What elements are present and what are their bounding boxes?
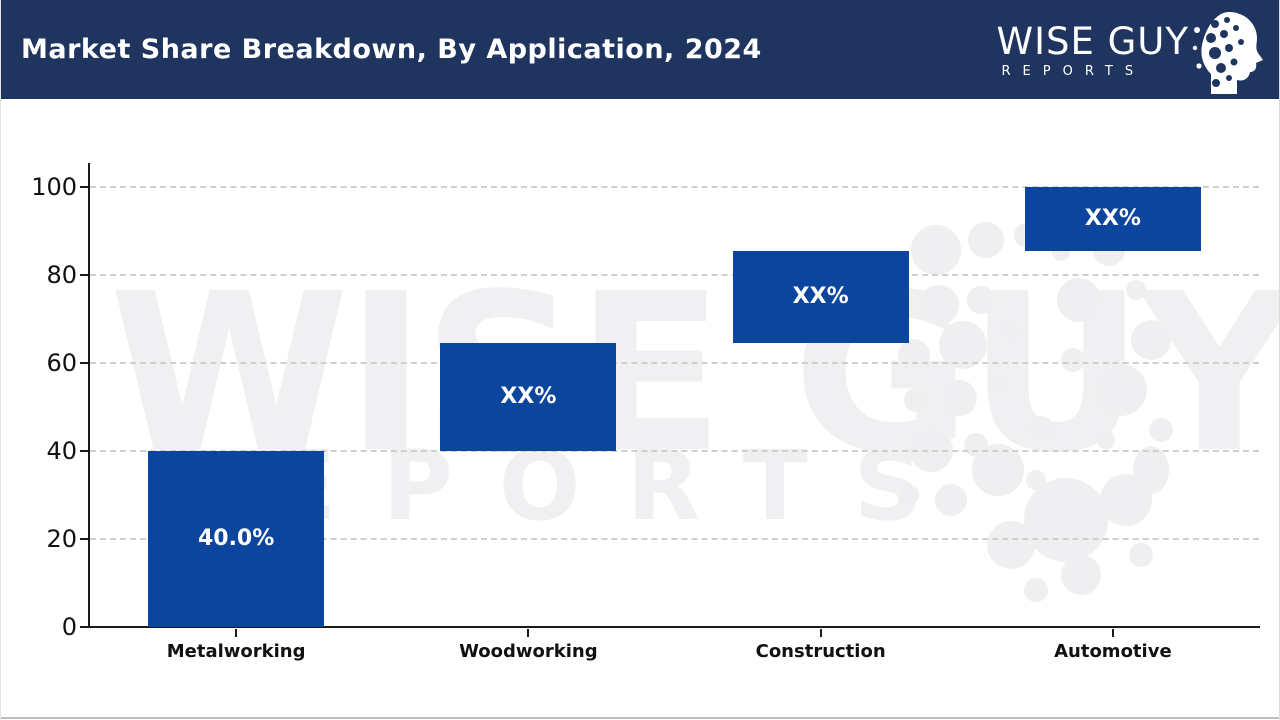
brand-logo-wiseguy: WISE GUY	[996, 20, 1189, 63]
y-tick-mark-60	[80, 362, 89, 364]
x-axis-label-construction: Construction	[755, 641, 886, 662]
brand-logo-reports: REPORTS	[1001, 64, 1146, 79]
bar-woodworking	[440, 343, 617, 451]
y-axis-tick-label-0: 0	[61, 613, 77, 641]
brand-logo: WISE GUY REPORTS	[997, 8, 1265, 94]
bar-value-label-construction: XX%	[792, 284, 849, 309]
bar-construction	[732, 250, 909, 344]
header-bar: Market Share Breakdown, By Application, …	[1, 0, 1279, 99]
x-axis-line	[88, 626, 1260, 628]
x-axis-label-woodworking: Woodworking	[459, 641, 598, 662]
gridline-60	[90, 362, 1259, 364]
y-tick-mark-20	[80, 538, 89, 540]
y-axis-line	[88, 163, 90, 628]
bar-metalworking	[148, 451, 325, 627]
chart-title: Market Share Breakdown, By Application, …	[21, 34, 762, 65]
y-tick-mark-80	[80, 274, 89, 276]
x-axis-label-automotive: Automotive	[1054, 641, 1172, 662]
x-tick-mark-automotive	[1111, 629, 1114, 637]
gridline-20	[90, 538, 1259, 540]
brand-head-icon	[1192, 12, 1263, 94]
x-axis-label-metalworking: Metalworking	[166, 641, 306, 662]
y-axis-tick-label-100: 100	[31, 173, 77, 201]
y-tick-mark-100	[80, 186, 89, 188]
y-tick-mark-0	[80, 626, 89, 628]
x-tick-mark-construction	[819, 629, 822, 637]
y-axis-tick-label-60: 60	[46, 349, 77, 377]
y-axis-tick-label-80: 80	[46, 261, 77, 289]
gridline-80	[90, 274, 1259, 276]
y-axis-tick-label-20: 20	[46, 525, 77, 553]
y-axis-tick-label-40: 40	[46, 437, 77, 465]
brand-logo-text: WISE GUY REPORTS	[996, 20, 1189, 80]
gridline-40	[90, 450, 1259, 452]
x-tick-mark-woodworking	[527, 629, 530, 637]
bar-value-label-automotive: XX%	[1084, 205, 1141, 231]
x-tick-mark-metalworking	[235, 629, 238, 637]
gridline-100	[90, 186, 1259, 188]
bar-value-label-woodworking: XX%	[500, 384, 557, 410]
y-tick-mark-40	[80, 450, 89, 452]
bottom-border-line	[1, 717, 1279, 719]
bar-value-label-metalworking: 40.0%	[197, 526, 275, 551]
